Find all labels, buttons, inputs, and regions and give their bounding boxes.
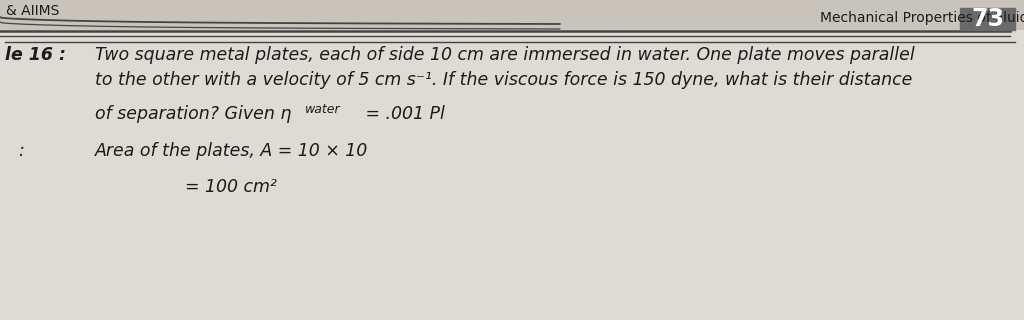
- Text: Mechanical Properties of Fluids: Mechanical Properties of Fluids: [820, 11, 1024, 25]
- FancyBboxPatch shape: [961, 8, 1015, 30]
- Text: & AIIMS: & AIIMS: [6, 4, 59, 18]
- Text: :: :: [18, 142, 24, 160]
- FancyBboxPatch shape: [0, 0, 1024, 30]
- Text: = .001 Pl: = .001 Pl: [360, 105, 444, 123]
- Text: Area of the plates, A = 10 × 10: Area of the plates, A = 10 × 10: [95, 142, 369, 160]
- Text: water: water: [305, 103, 341, 116]
- Text: = 100 cm²: = 100 cm²: [185, 178, 276, 196]
- FancyBboxPatch shape: [0, 15, 1024, 320]
- Text: 73: 73: [971, 7, 1004, 31]
- Text: to the other with a velocity of 5 cm s⁻¹. If the viscous force is 150 dyne, what: to the other with a velocity of 5 cm s⁻¹…: [95, 71, 912, 89]
- Text: le 16 :: le 16 :: [5, 46, 66, 64]
- Text: of separation? Given η: of separation? Given η: [95, 105, 292, 123]
- Text: Two square metal plates, each of side 10 cm are immersed in water. One plate mov: Two square metal plates, each of side 10…: [95, 46, 914, 64]
